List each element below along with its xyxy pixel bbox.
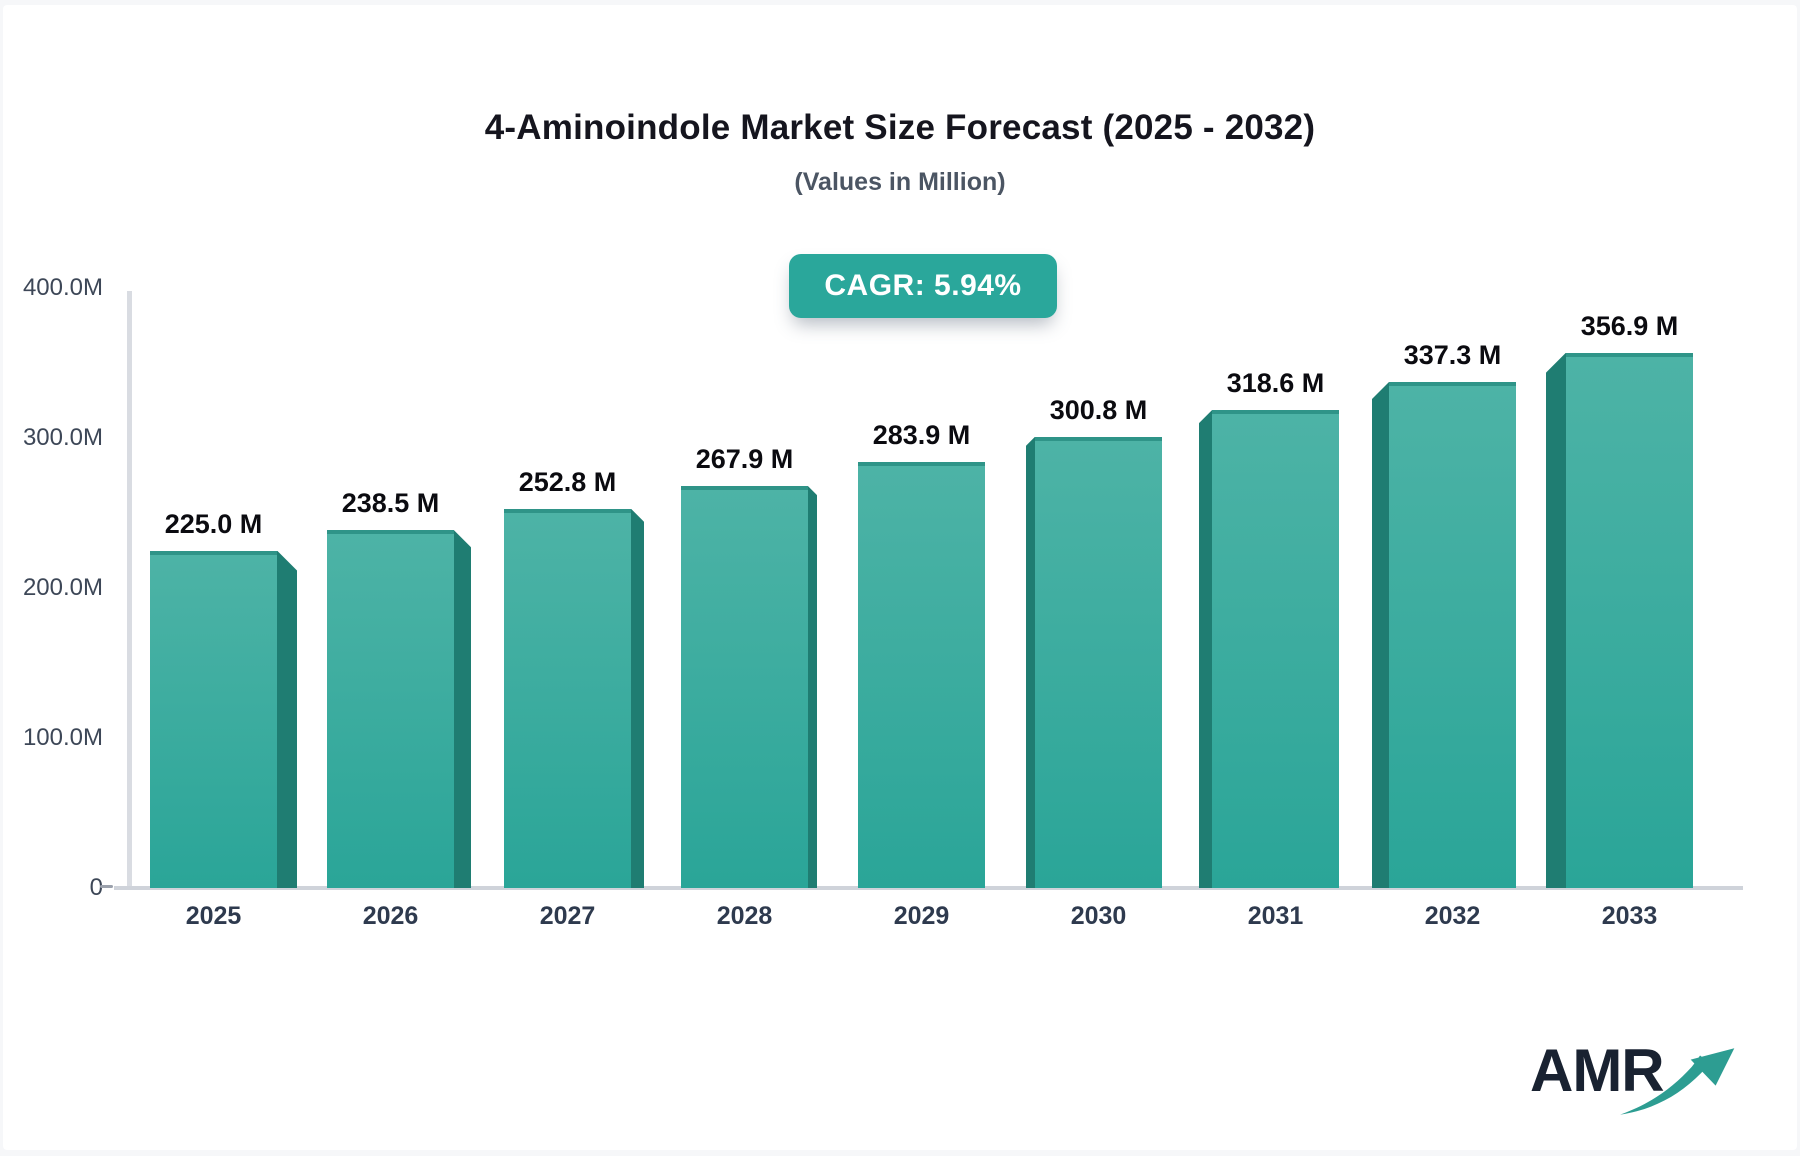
bar-value-label: 283.9 M [872,420,971,451]
bar-2032[interactable] [1389,382,1516,888]
bar-value-label: 337.3 M [1403,340,1502,371]
bar-value-label: 318.6 M [1226,368,1325,399]
bar-2030[interactable] [1035,436,1162,888]
y-axis-line [127,291,132,888]
bar-2031[interactable] [1212,410,1339,888]
bar-2033[interactable] [1566,352,1693,888]
bar-side-3d [1199,410,1212,888]
bar-value-label: 267.9 M [695,444,794,475]
bar-value-label: 252.8 M [518,466,617,497]
bar-side-3d [277,550,297,888]
amr-logo-arrow-icon [1620,1048,1735,1115]
bar-value-label: 225.0 M [164,508,263,539]
y-axis-tick-label: 0 [89,874,103,901]
bar-2026[interactable] [327,530,454,888]
amr-logo-text: AMR [1530,1037,1665,1104]
bar-value-label: 300.8 M [1049,394,1148,425]
y-axis-tick-label: 100.0M [22,724,103,751]
y-axis-tick-label: 400.0M [22,274,103,301]
bar-2028[interactable] [681,486,808,888]
x-axis-label-2033: 2033 [1601,902,1658,930]
bar-side-3d [1546,352,1566,888]
bar-side-3d [454,530,471,888]
amr-logo: AMR [1520,1030,1760,1125]
x-axis-label-2031: 2031 [1247,902,1304,930]
y-axis-tick-label: 200.0M [22,574,103,601]
x-axis-label-2026: 2026 [362,902,419,930]
bar-side-3d [1026,436,1035,888]
x-axis-label-2028: 2028 [716,902,773,930]
bar-value-label: 238.5 M [341,488,440,519]
bar-side-3d [631,508,644,888]
chart-subtitle: (Values in Million) [794,168,1006,196]
bar-2029[interactable] [858,462,985,888]
bar-side-3d [808,486,817,888]
bar-side-3d [1372,382,1389,888]
cagr-badge: CAGR: 5.94% [789,254,1057,318]
chart-title: 4-Aminoindole Market Size Forecast (2025… [484,108,1316,147]
x-axis-label-2027: 2027 [539,902,596,930]
x-axis-label-2029: 2029 [893,902,950,930]
x-axis-label-2025: 2025 [185,902,242,930]
bar-2025[interactable] [150,550,277,888]
x-axis-line [114,886,1743,890]
bar-2027[interactable] [504,508,631,888]
y-axis-tick-label: 300.0M [22,424,103,451]
bar-value-label: 356.9 M [1580,310,1679,341]
x-axis-label-2030: 2030 [1070,902,1127,930]
zero-tick-mark [100,885,113,888]
x-axis-label-2032: 2032 [1424,902,1481,930]
